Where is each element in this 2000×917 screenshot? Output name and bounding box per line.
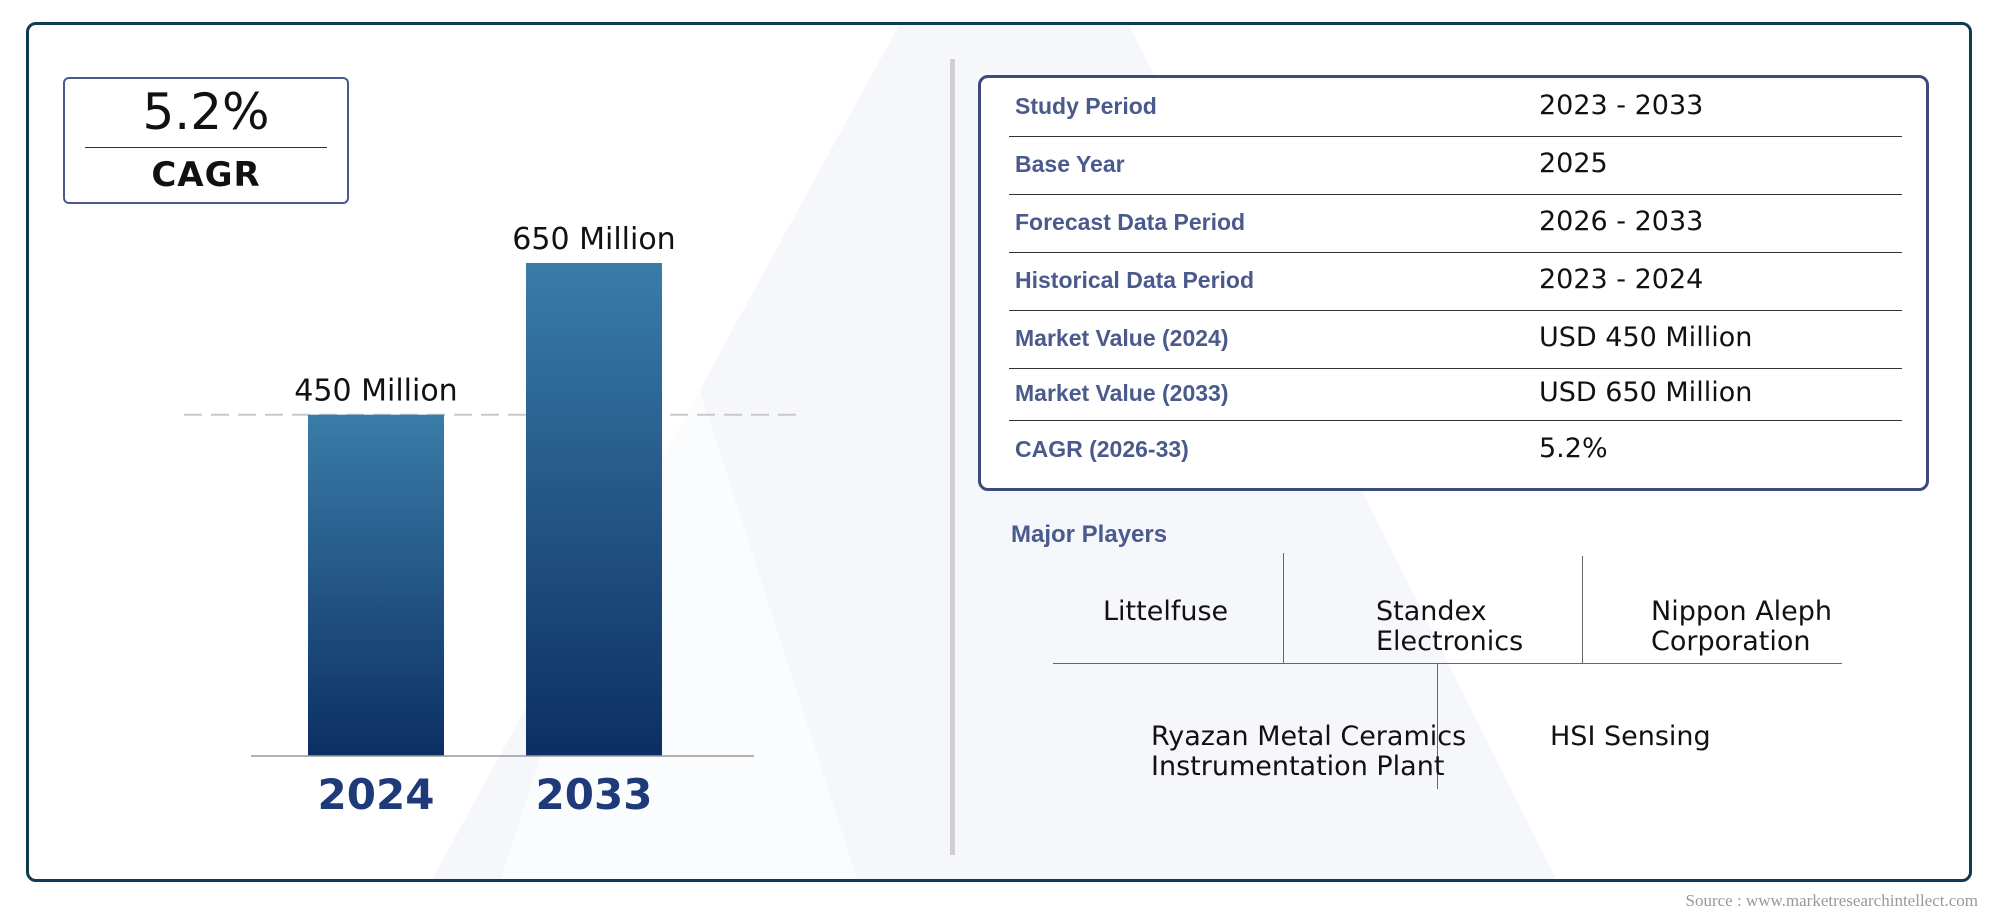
players-divider-1 [1283, 553, 1284, 663]
player-hsi-sensing: HSI Sensing [1550, 721, 1711, 752]
info-row-value: 5.2% [1539, 433, 1608, 464]
data-label-2033: 650 Million [512, 222, 675, 257]
info-row-value: 2023 - 2033 [1539, 90, 1704, 121]
info-row-label: Forecast Data Period [1015, 209, 1246, 235]
player-standex-electronics: Standex Electronics [1376, 596, 1524, 657]
info-row-label: CAGR (2026-33) [1015, 436, 1189, 462]
player-nippon-aleph: Nippon Aleph Corporation [1651, 596, 1833, 657]
category-label-2033: 2033 [536, 770, 653, 819]
info-row: Study Period 2023 - 2033 [1009, 78, 1902, 137]
info-row: Base Year 2025 [1009, 136, 1902, 195]
info-row-value: 2026 - 2033 [1539, 206, 1704, 237]
category-label-2024: 2024 [318, 770, 435, 819]
major-players-heading: Major Players [1011, 521, 1168, 548]
cagr-box: 5.2% CAGR [63, 77, 349, 204]
info-row-label: Historical Data Period [1015, 267, 1255, 293]
players-divider-row [1053, 663, 1842, 664]
info-row-value: USD 650 Million [1539, 377, 1753, 408]
cagr-value: 5.2% [142, 83, 270, 141]
infographic-frame: 5.2% CAGR 450 Million 2024 650 Million 2033… [26, 22, 1972, 882]
player-littelfuse: Littelfuse [1103, 596, 1229, 627]
source-credit: Source : www.marketresearchintellect.com [1685, 891, 1979, 910]
info-row: Market Value (2033) USD 650 Million [1009, 368, 1902, 421]
info-row-label: Market Value (2033) [1015, 380, 1229, 406]
info-row-label: Study Period [1015, 93, 1157, 119]
players-divider-3 [1437, 663, 1438, 789]
info-row-label: Base Year [1015, 151, 1125, 177]
section-divider [950, 59, 955, 855]
info-row: CAGR (2026-33) 5.2% [1009, 420, 1902, 480]
cagr-label: CAGR [151, 155, 261, 195]
player-ryazan-metal-ceramics: Ryazan Metal Ceramics Instrumentation Pl… [1151, 721, 1467, 782]
data-label-2024: 450 Million [294, 374, 457, 409]
bar-2033 [526, 263, 662, 756]
info-row: Market Value (2024) USD 450 Million [1009, 310, 1902, 369]
info-row-value: 2025 [1539, 148, 1608, 179]
info-row-label: Market Value (2024) [1015, 325, 1229, 351]
market-bar-chart: 450 Million 2024 650 Million 2033 [184, 222, 799, 819]
market-info-table: Study Period 2023 - 2033 Base Year 2025 Fore… [978, 75, 1929, 491]
info-row: Forecast Data Period 2026 - 2033 [1009, 194, 1902, 253]
players-divider-2 [1582, 556, 1583, 664]
info-row-value: USD 450 Million [1539, 322, 1753, 353]
cagr-rule [85, 147, 327, 148]
bar-2024 [308, 414, 444, 756]
info-row-value: 2023 - 2024 [1539, 264, 1704, 295]
info-row: Historical Data Period 2023 - 2024 [1009, 252, 1902, 311]
